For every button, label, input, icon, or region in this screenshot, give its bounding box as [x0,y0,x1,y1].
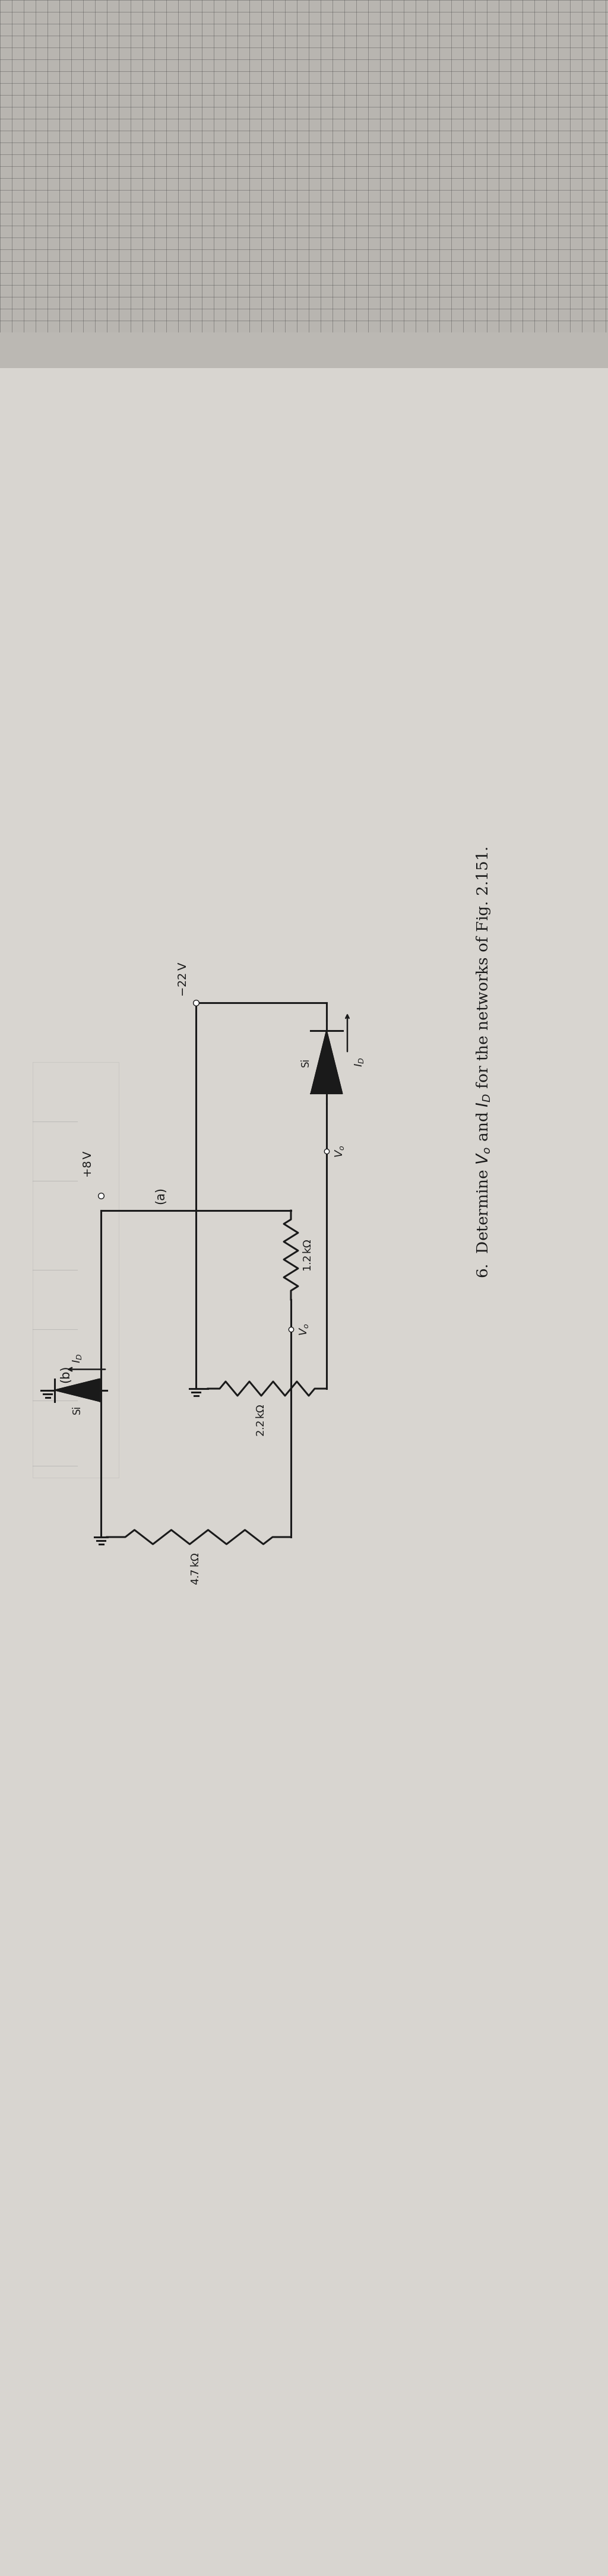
Text: Si: Si [72,1404,83,1414]
Text: $+8\,\mathrm{V}$: $+8\,\mathrm{V}$ [83,1149,94,1177]
Text: $4.7\,\mathrm{k\Omega}$: $4.7\,\mathrm{k\Omega}$ [190,1551,201,1584]
Text: (a): (a) [154,1188,166,1206]
Text: $1.2\,\mathrm{k\Omega}$: $1.2\,\mathrm{k\Omega}$ [303,1239,314,1273]
Text: $-22\,\mathrm{V}$: $-22\,\mathrm{V}$ [178,961,189,997]
Bar [0,332,608,2576]
Polygon shape [311,1030,342,1095]
Bar [0,332,608,2576]
Polygon shape [55,1378,100,1401]
Text: $V_o$: $V_o$ [298,1324,310,1334]
Text: (b): (b) [60,1365,71,1383]
Text: $V_o$: $V_o$ [334,1144,345,1157]
Text: $2.2\,\mathrm{k\Omega}$: $2.2\,\mathrm{k\Omega}$ [256,1404,266,1437]
Text: $I_D$: $I_D$ [71,1352,83,1363]
Text: 6.  Determine $V_o$ and $I_D$ for the networks of Fig. 2.151.: 6. Determine $V_o$ and $I_D$ for the net… [475,845,492,1278]
Bar [0,0,608,332]
Text: $I_D$: $I_D$ [353,1056,365,1066]
Text: Si: Si [300,1059,311,1066]
Bar [0,332,608,368]
